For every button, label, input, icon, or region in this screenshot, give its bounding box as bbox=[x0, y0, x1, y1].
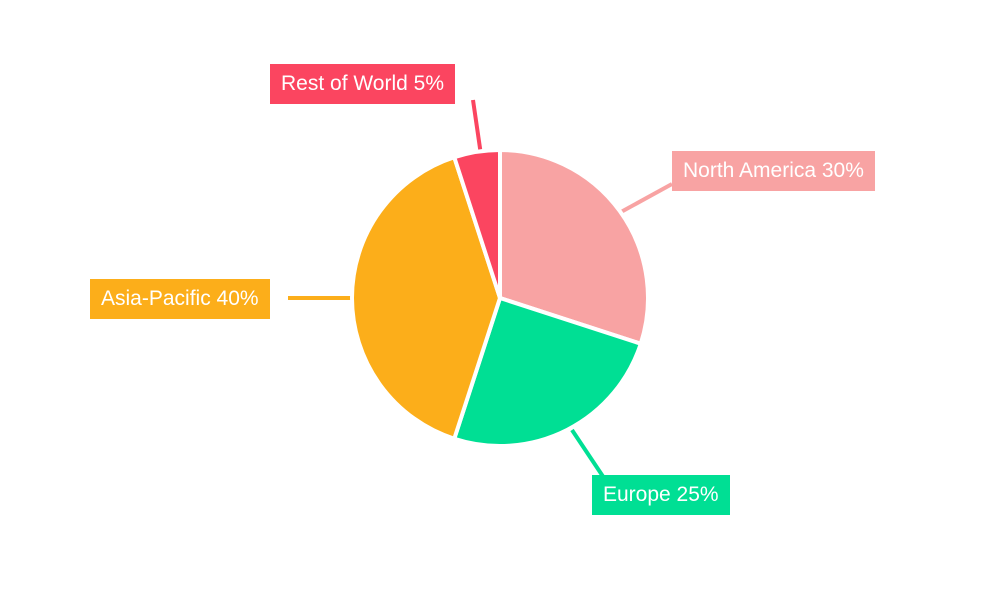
pie-label-rest-of-world[interactable]: Rest of World 5% bbox=[270, 64, 456, 104]
pie-slice-north-america[interactable] bbox=[498, 148, 650, 346]
pie-slices bbox=[350, 148, 650, 448]
leader-line-north-america bbox=[620, 182, 673, 214]
pie-slice-asia-pacific[interactable] bbox=[350, 155, 502, 441]
pie-slice-europe[interactable] bbox=[452, 296, 643, 448]
pie-label-europe[interactable]: Europe 25% bbox=[592, 475, 730, 515]
pie-label-asia-pacific[interactable]: Asia-Pacific 40% bbox=[90, 279, 270, 319]
pie-label-north-america[interactable]: North America 30% bbox=[672, 151, 875, 191]
pie-slice-rest-of-world[interactable] bbox=[452, 148, 502, 300]
leader-lines bbox=[288, 99, 673, 480]
leader-line-europe bbox=[570, 428, 606, 480]
leader-line-rest-of-world bbox=[471, 99, 483, 156]
